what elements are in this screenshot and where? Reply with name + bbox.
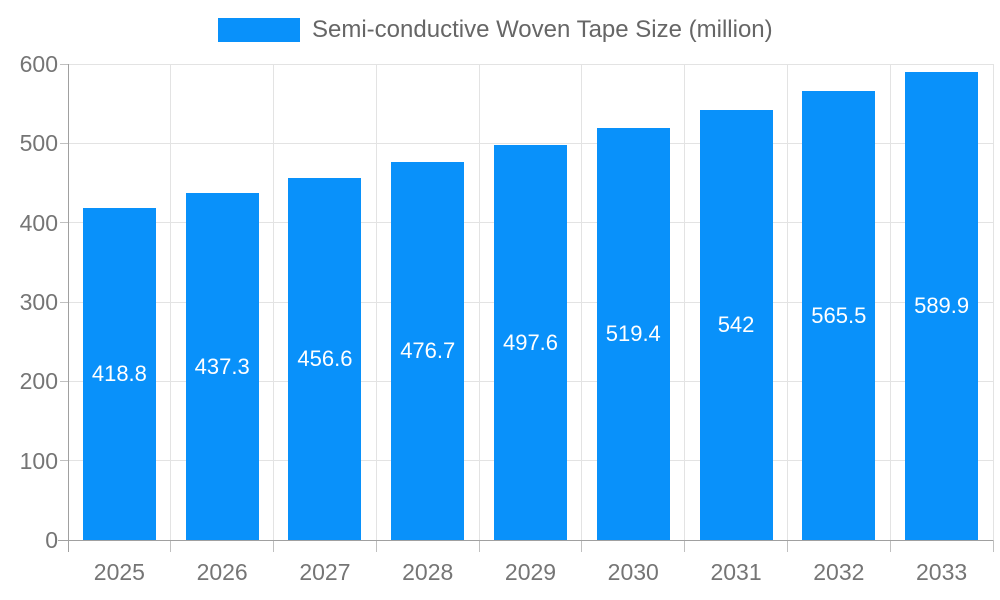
x-axis-tick <box>684 540 686 552</box>
x-gridline <box>273 64 275 540</box>
legend-label: Semi-conductive Woven Tape Size (million… <box>312 16 773 43</box>
x-axis-tick-label: 2025 <box>93 559 145 585</box>
x-axis-tick <box>992 540 994 552</box>
y-axis-line <box>67 64 69 552</box>
x-axis-tick <box>478 540 480 552</box>
legend-item[interactable]: Semi-conductive Woven Tape Size (million… <box>218 18 773 42</box>
x-axis-tick <box>786 540 788 552</box>
x-axis-line <box>58 539 993 541</box>
x-gridline <box>375 64 377 540</box>
y-axis-tick-label: 300 <box>19 289 58 315</box>
x-gridline <box>786 64 788 540</box>
x-axis-tick <box>581 540 583 552</box>
x-axis-tick <box>889 540 891 552</box>
y-axis-tick-label: 400 <box>19 209 58 236</box>
y-axis-tick <box>60 142 68 144</box>
y-axis-tick-label: 0 <box>45 527 58 553</box>
y-axis-tick <box>60 63 68 65</box>
x-gridline <box>684 64 686 540</box>
y-axis-tick <box>60 222 68 224</box>
x-axis-tick-label: 2031 <box>710 559 762 585</box>
y-axis-tick <box>60 301 68 303</box>
x-axis-tick <box>273 540 275 552</box>
x-axis-tick <box>375 540 377 552</box>
bar[interactable] <box>494 145 567 540</box>
x-gridline <box>992 64 994 540</box>
y-gridline <box>68 63 993 65</box>
x-axis-tick-label: 2026 <box>196 559 248 585</box>
y-axis-tick-label: 200 <box>19 368 58 395</box>
y-axis-tick-label: 600 <box>19 51 58 77</box>
bar[interactable] <box>185 193 259 540</box>
x-axis-tick <box>170 540 172 552</box>
x-axis-tick-label: 2028 <box>402 559 454 585</box>
bar[interactable] <box>288 177 362 540</box>
y-axis-tick-label: 500 <box>19 130 58 157</box>
x-gridline <box>889 64 891 540</box>
bar[interactable] <box>82 207 156 540</box>
bar[interactable] <box>699 110 773 540</box>
legend-swatch-icon <box>218 18 300 42</box>
x-gridline <box>581 64 583 540</box>
y-axis-tick-label: 100 <box>19 447 58 474</box>
bar[interactable] <box>391 161 465 540</box>
x-axis-tick-label: 2030 <box>607 559 659 585</box>
y-axis-tick <box>60 460 68 462</box>
x-axis-tick-label: 2029 <box>504 559 557 585</box>
bar[interactable] <box>905 72 979 540</box>
y-axis-tick <box>60 380 68 382</box>
bar[interactable] <box>596 127 670 540</box>
x-axis-tick-label: 2032 <box>813 559 865 585</box>
bar[interactable] <box>802 91 876 540</box>
x-gridline <box>170 64 172 540</box>
x-axis-tick-label: 2027 <box>299 559 351 585</box>
x-axis-tick-label: 2033 <box>916 559 968 585</box>
x-gridline <box>478 64 480 540</box>
